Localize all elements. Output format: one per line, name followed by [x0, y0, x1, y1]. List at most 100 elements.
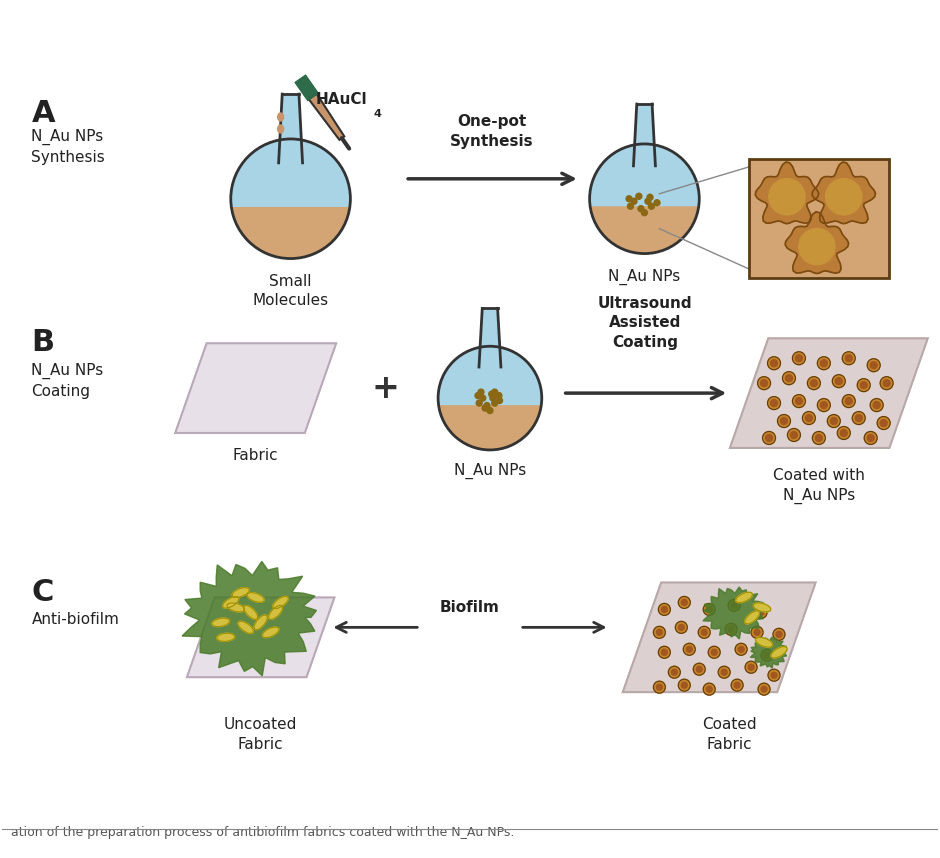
- Circle shape: [496, 397, 503, 403]
- Circle shape: [788, 428, 801, 442]
- Circle shape: [487, 408, 493, 414]
- Circle shape: [731, 602, 737, 608]
- Circle shape: [662, 650, 667, 656]
- Text: A: A: [31, 99, 55, 128]
- Circle shape: [821, 360, 827, 366]
- Text: Fabric: Fabric: [233, 448, 278, 463]
- Circle shape: [682, 682, 687, 688]
- Circle shape: [791, 432, 797, 438]
- Polygon shape: [296, 76, 318, 100]
- Text: B: B: [31, 329, 55, 357]
- Circle shape: [758, 683, 770, 695]
- Circle shape: [647, 194, 653, 200]
- Circle shape: [626, 196, 632, 202]
- Ellipse shape: [254, 615, 267, 630]
- Circle shape: [686, 646, 692, 652]
- Circle shape: [653, 681, 666, 693]
- Polygon shape: [812, 162, 875, 224]
- Circle shape: [761, 686, 767, 692]
- Circle shape: [815, 434, 822, 442]
- Circle shape: [877, 416, 890, 430]
- Text: N_Au NPs: N_Au NPs: [454, 462, 526, 479]
- Circle shape: [830, 418, 838, 425]
- Circle shape: [658, 646, 670, 658]
- Circle shape: [482, 405, 488, 411]
- Ellipse shape: [212, 618, 229, 626]
- Text: C: C: [31, 577, 54, 607]
- Circle shape: [725, 624, 737, 635]
- Polygon shape: [278, 94, 303, 163]
- Circle shape: [795, 354, 803, 362]
- Text: Biofilm: Biofilm: [440, 600, 500, 615]
- Circle shape: [761, 650, 773, 662]
- Ellipse shape: [217, 633, 235, 642]
- Circle shape: [479, 396, 486, 401]
- Circle shape: [477, 400, 482, 406]
- Circle shape: [771, 360, 777, 366]
- Ellipse shape: [753, 603, 771, 612]
- Circle shape: [645, 198, 650, 204]
- Circle shape: [496, 393, 502, 399]
- Circle shape: [795, 397, 803, 405]
- Text: Small
Molecules: Small Molecules: [253, 274, 329, 308]
- Circle shape: [631, 198, 637, 204]
- Ellipse shape: [736, 592, 752, 602]
- Circle shape: [780, 418, 788, 425]
- Circle shape: [777, 414, 791, 427]
- Text: Uncoated
Fabric: Uncoated Fabric: [224, 717, 297, 752]
- Circle shape: [868, 359, 880, 372]
- Polygon shape: [703, 587, 764, 639]
- Circle shape: [880, 420, 887, 426]
- Circle shape: [718, 666, 730, 678]
- Ellipse shape: [269, 606, 283, 619]
- Circle shape: [838, 426, 851, 439]
- Circle shape: [656, 630, 663, 635]
- Polygon shape: [182, 561, 317, 676]
- Polygon shape: [479, 308, 501, 367]
- Circle shape: [628, 203, 634, 209]
- Circle shape: [821, 402, 827, 408]
- Circle shape: [836, 378, 842, 384]
- Circle shape: [868, 434, 874, 442]
- Circle shape: [478, 390, 484, 396]
- Polygon shape: [623, 583, 816, 692]
- Circle shape: [818, 357, 830, 370]
- Circle shape: [438, 347, 541, 450]
- Circle shape: [706, 686, 713, 692]
- Circle shape: [697, 666, 702, 672]
- Polygon shape: [590, 207, 698, 254]
- Circle shape: [755, 607, 767, 619]
- Circle shape: [668, 666, 681, 678]
- Circle shape: [799, 228, 835, 265]
- Circle shape: [845, 354, 853, 362]
- Circle shape: [484, 402, 490, 408]
- Polygon shape: [785, 212, 849, 274]
- Circle shape: [771, 400, 777, 407]
- Text: +: +: [371, 372, 400, 405]
- Circle shape: [653, 626, 666, 638]
- Circle shape: [671, 669, 678, 675]
- Text: ation of the preparation process of antibiofilm fabrics coated with the N_Au NPs: ation of the preparation process of anti…: [11, 825, 515, 838]
- Circle shape: [884, 379, 890, 387]
- Ellipse shape: [247, 593, 264, 602]
- Circle shape: [489, 391, 494, 397]
- Circle shape: [703, 683, 715, 695]
- Circle shape: [738, 646, 744, 652]
- Circle shape: [475, 393, 481, 399]
- Ellipse shape: [232, 588, 249, 597]
- Ellipse shape: [771, 647, 787, 658]
- Circle shape: [842, 352, 855, 365]
- Circle shape: [682, 600, 687, 606]
- Circle shape: [792, 395, 806, 408]
- Circle shape: [492, 390, 497, 396]
- Text: N_Au NPs: N_Au NPs: [608, 269, 681, 285]
- Circle shape: [649, 203, 654, 209]
- Circle shape: [792, 352, 806, 365]
- Circle shape: [768, 669, 780, 681]
- Circle shape: [675, 621, 687, 633]
- Circle shape: [786, 375, 792, 382]
- Circle shape: [803, 412, 815, 425]
- Circle shape: [880, 377, 893, 390]
- Circle shape: [825, 178, 862, 214]
- Text: HAuCl: HAuCl: [316, 92, 368, 107]
